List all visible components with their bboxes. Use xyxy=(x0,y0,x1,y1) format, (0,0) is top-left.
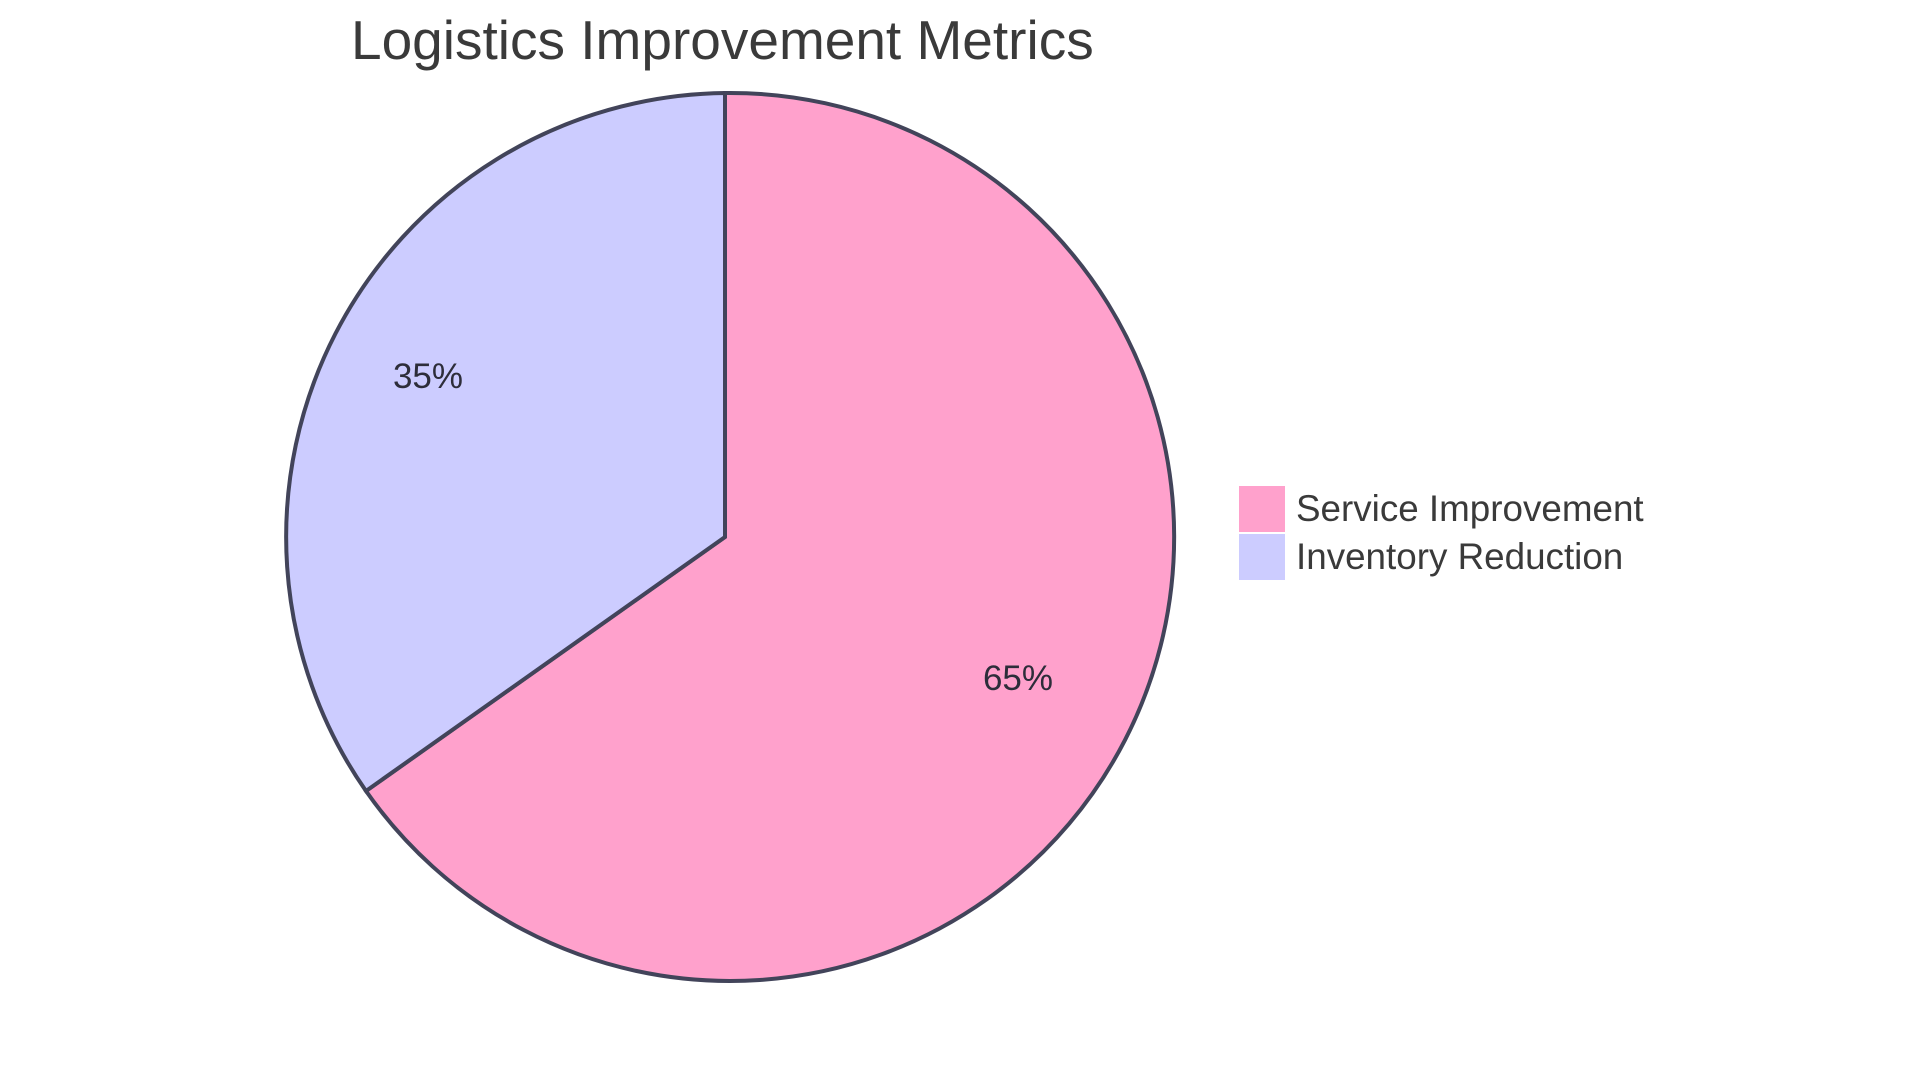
svg-text:65%: 65% xyxy=(983,659,1053,698)
svg-text:35%: 35% xyxy=(393,357,463,396)
